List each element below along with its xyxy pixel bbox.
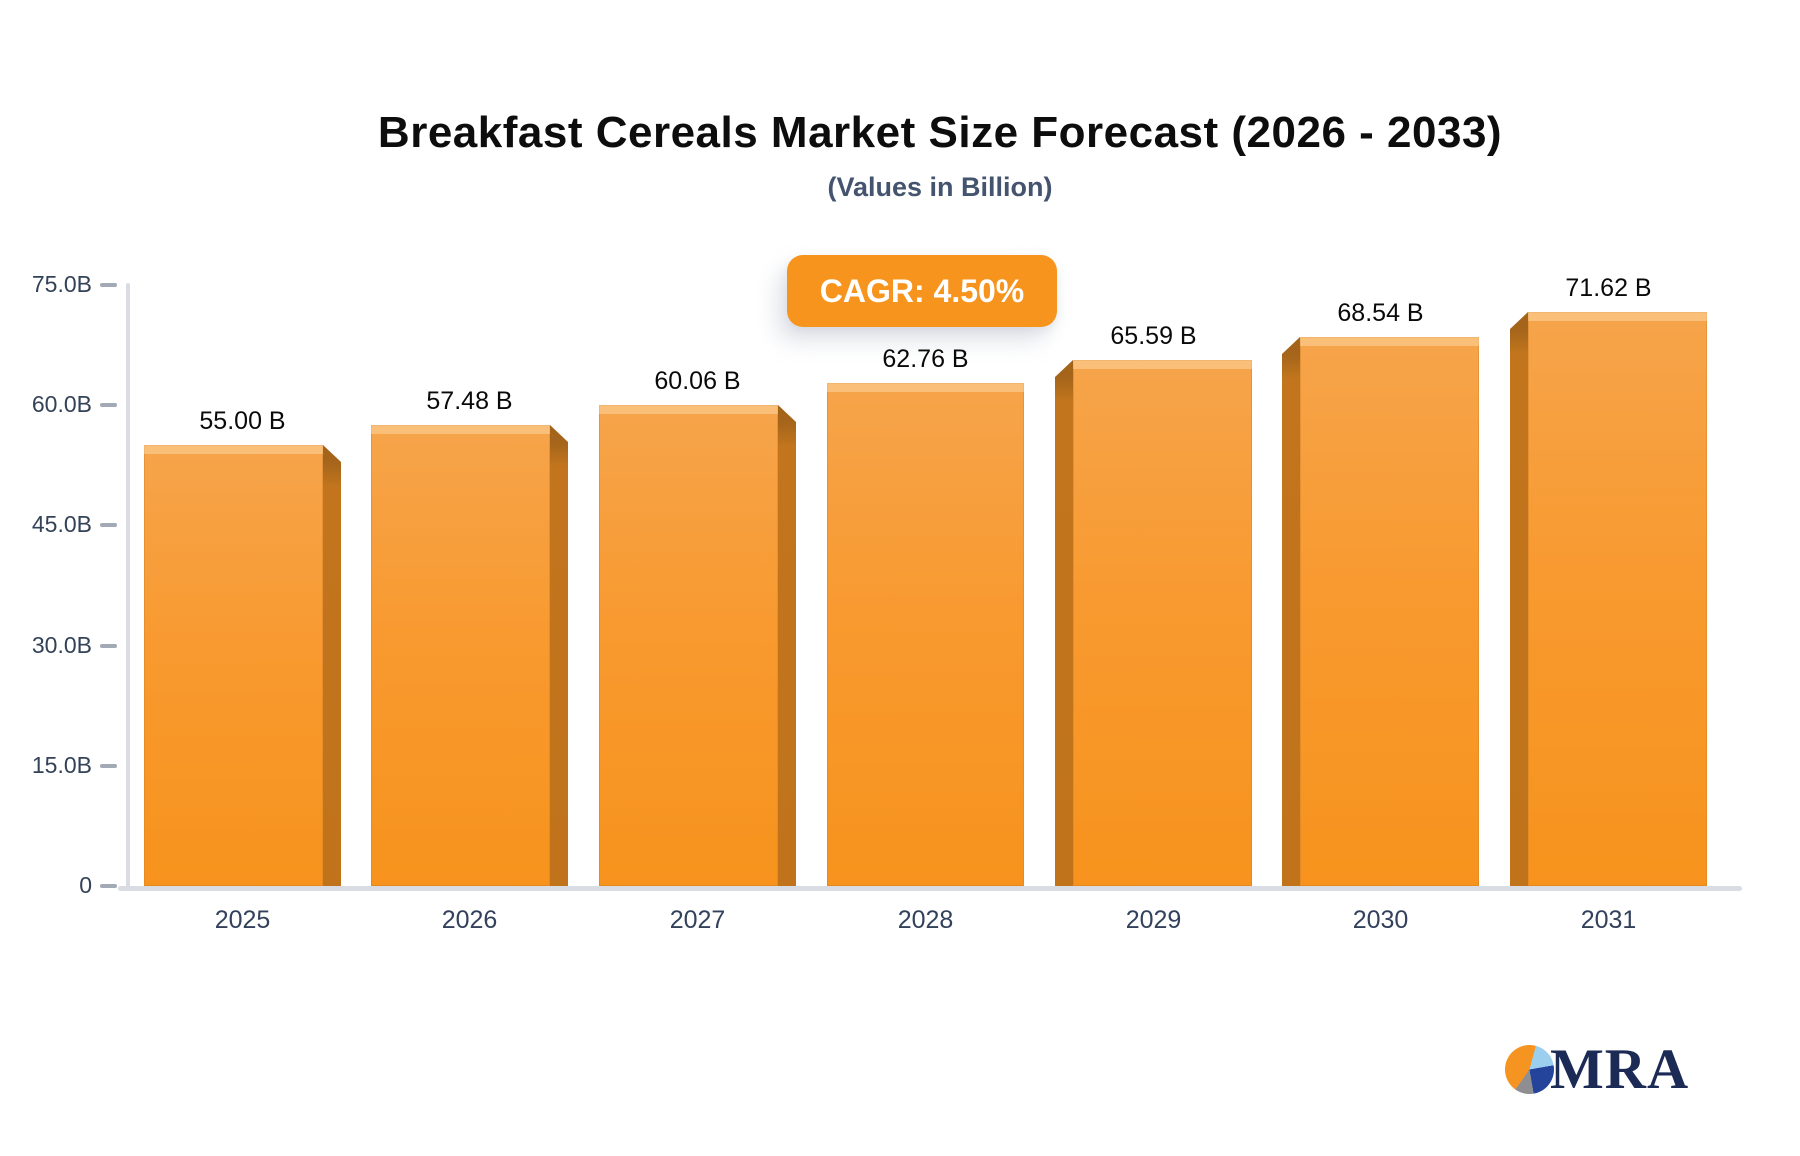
bar-2031: 71.62 B 2031 <box>1510 274 1707 934</box>
bar-face <box>1073 360 1252 886</box>
chart-subtitle: (Values in Billion) <box>827 172 1053 202</box>
cagr-badge-label: CAGR: 4.50% <box>819 272 1025 309</box>
y-axis-line <box>126 283 130 890</box>
bar-face <box>1300 337 1479 886</box>
ytick-label: 60.0B <box>31 391 92 417</box>
bar-face <box>144 445 323 886</box>
bar-value-label: 62.76 B <box>882 345 969 373</box>
bar-3d-side <box>323 445 341 886</box>
bar-face <box>827 383 1024 886</box>
ytick-dash <box>100 644 117 648</box>
bar-2027: 60.06 B 2027 <box>599 367 796 934</box>
x-axis-label-2031: 2031 <box>1580 906 1637 934</box>
x-axis-label-2025: 2025 <box>214 906 271 934</box>
bar-face <box>371 425 550 886</box>
bar-2030: 68.54 B 2030 <box>1282 299 1479 934</box>
x-axis-label-2026: 2026 <box>441 906 498 934</box>
bar-value-label: 60.06 B <box>654 367 741 395</box>
ytick-dash <box>100 403 117 407</box>
bar-3d-side <box>550 425 568 886</box>
ytick-dash <box>100 764 117 768</box>
ytick-dash <box>100 884 117 888</box>
bar-face <box>599 405 778 886</box>
bar-value-label: 65.59 B <box>1110 322 1197 350</box>
bar-value-label: 71.62 B <box>1565 274 1652 302</box>
mra-logo-text: MRA <box>1550 1037 1690 1101</box>
bar-3d-side <box>1055 360 1073 886</box>
bar-value-label: 68.54 B <box>1337 299 1424 327</box>
ytick-label: 0 <box>79 872 92 898</box>
bar-3d-side <box>778 405 796 886</box>
ytick-label: 45.0B <box>31 511 92 537</box>
bar-2028: 62.76 B 2028 <box>827 345 1024 934</box>
ytick-label: 30.0B <box>31 632 92 658</box>
x-axis-baseline <box>118 886 1742 891</box>
bar-value-label: 55.00 B <box>199 407 286 435</box>
pie-chart-logo-icon <box>1505 1044 1554 1094</box>
x-axis-label-2030: 2030 <box>1352 906 1409 934</box>
bar-3d-side <box>1282 337 1300 886</box>
ytick-dash <box>100 283 117 287</box>
ytick-label: 75.0B <box>31 271 92 297</box>
cagr-badge: CAGR: 4.50% <box>787 255 1057 327</box>
bar-value-label: 57.48 B <box>426 387 513 415</box>
ytick-dash <box>100 523 117 527</box>
bar-2026: 57.48 B 2026 <box>371 387 568 934</box>
bar-2025: 55.00 B 2025 <box>144 407 341 934</box>
x-axis-label-2028: 2028 <box>897 906 954 934</box>
x-axis-label-2029: 2029 <box>1125 906 1182 934</box>
mra-logo: MRA <box>1505 1036 1689 1102</box>
ytick-label: 15.0B <box>31 752 92 778</box>
bar-2029: 65.59 B 2029 <box>1055 322 1252 934</box>
bar-face <box>1528 312 1707 886</box>
bar-3d-side <box>1510 312 1528 886</box>
x-axis-label-2027: 2027 <box>669 906 726 934</box>
chart-title: Breakfast Cereals Market Size Forecast (… <box>377 108 1503 157</box>
